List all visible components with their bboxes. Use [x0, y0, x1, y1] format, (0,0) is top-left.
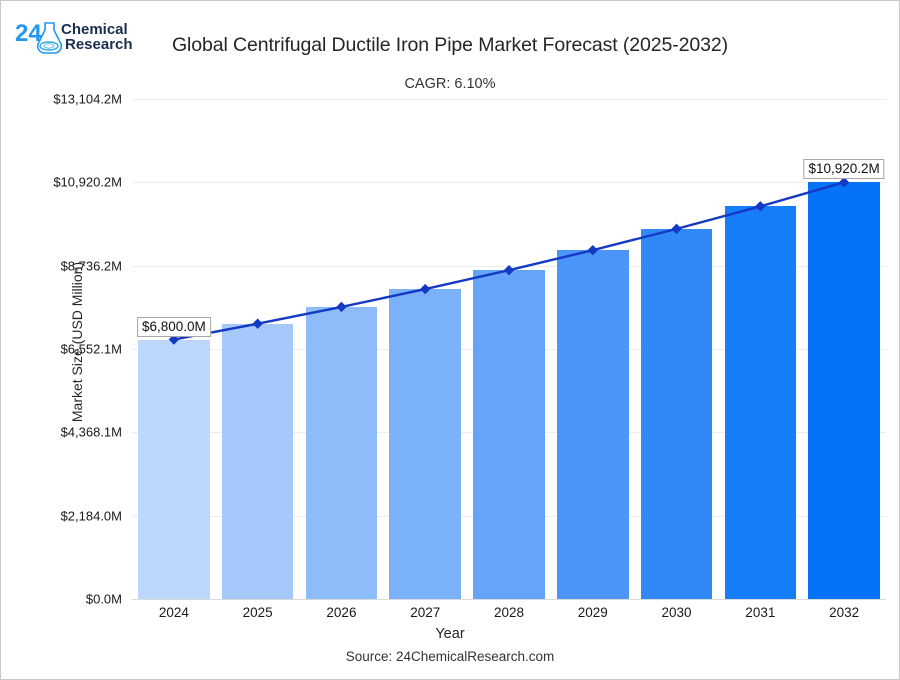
svg-text:Chemical: Chemical	[61, 21, 128, 38]
x-axis-tick-label-2029: 2029	[577, 605, 608, 620]
cagr-subtitle: CAGR: 6.10%	[404, 76, 496, 92]
y-axis-tick-label: $8,736.2M	[60, 258, 122, 274]
y-axis-tick-label: $0.0M	[85, 591, 122, 607]
bar-2027[interactable]	[389, 289, 462, 599]
source-caption: Source: 24ChemicalResearch.com	[345, 649, 555, 664]
bar-2031[interactable]	[724, 206, 797, 599]
x-axis-tick-label-2031: 2031	[745, 605, 776, 620]
gridline	[132, 99, 886, 100]
logo-icon: 24 Chemical Research	[15, 20, 133, 54]
x-axis-line	[132, 599, 886, 600]
data-label-2032: $10,920.2M	[803, 159, 885, 180]
x-axis-tick-label-2030: 2030	[661, 605, 692, 620]
page-title: Global Centrifugal Ductile Iron Pipe Mar…	[171, 34, 729, 56]
bar-2029[interactable]	[556, 250, 629, 599]
y-axis-tick-label: $4,368.1M	[60, 424, 122, 440]
y-axis-tick-label: $10,920.2M	[53, 174, 122, 190]
y-axis-tick-label: $6,552.1M	[60, 341, 122, 357]
x-axis-tick-label-2032: 2032	[829, 605, 860, 620]
gridline	[132, 182, 886, 184]
bar-2032[interactable]	[808, 182, 880, 599]
x-axis-tick-label-2024: 2024	[158, 605, 189, 620]
x-axis-title: Year	[435, 626, 465, 642]
plot-area	[132, 99, 886, 600]
x-axis-tick-label-2025: 2025	[242, 605, 273, 620]
y-axis-tick-label: $13,104.2M	[53, 91, 122, 107]
y-axis-tick-label: $2,184.0M	[60, 508, 122, 524]
svg-text:Research: Research	[65, 36, 133, 53]
x-axis-tick-label-2026: 2026	[326, 605, 357, 620]
x-axis-tick-label-2027: 2027	[410, 605, 441, 620]
bar-2028[interactable]	[473, 270, 545, 599]
bar-2026[interactable]	[305, 306, 378, 599]
bar-2030[interactable]	[640, 228, 713, 599]
bar-2025[interactable]	[221, 323, 294, 599]
brand-logo: 24 Chemical Research	[15, 15, 133, 57]
svg-text:24: 24	[15, 20, 42, 47]
x-axis-tick-label-2028: 2028	[493, 605, 525, 620]
data-label-2024: $6,800.0M	[136, 316, 211, 337]
bar-2024[interactable]	[138, 339, 210, 599]
